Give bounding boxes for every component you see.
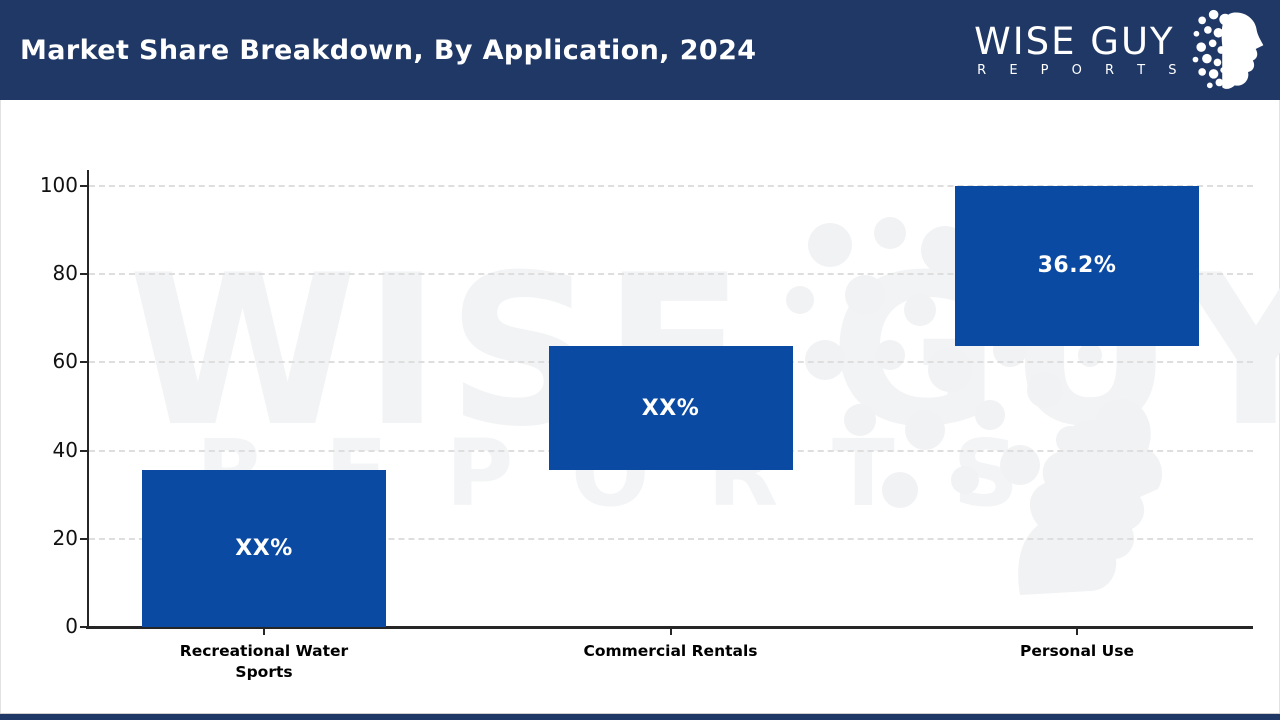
footer-strip [0,713,1280,720]
header: Market Share Breakdown, By Application, … [0,0,1280,100]
bar: XX% [142,470,386,627]
y-tick-label: 0 [65,614,78,638]
y-tick-label: 60 [52,349,78,374]
x-axis-label: Personal Use [1020,642,1134,660]
logo-subtext: R E P O R T S [977,62,1186,78]
y-axis-line [87,170,89,627]
gridline [89,185,1253,187]
y-tick-mark [80,361,88,364]
bar: 36.2% [955,186,1199,346]
y-tick-label: 40 [52,437,78,462]
bar: XX% [548,345,793,471]
wise-guy-logo: WISE GUY R E P O R T S [974,7,1266,93]
y-tick-mark [80,626,88,628]
y-tick-mark [80,537,88,540]
x-axis-label: Commercial Rentals [583,642,758,660]
logo-face-icon [1192,9,1264,89]
y-tick-label: 20 [52,525,78,550]
x-axis-label: Recreational Water Sports [179,642,349,681]
y-tick-label: 100 [39,173,78,197]
logo-text: WISE GUY R E P O R T S [974,19,1186,78]
x-axis-line [86,626,1253,629]
y-tick-label: 80 [52,261,78,286]
bar-value-label: XX% [235,536,293,562]
y-tick-mark [80,185,88,187]
bar-value-label: XX% [641,395,700,421]
logo-wordmark: WISE GUY [974,19,1175,63]
y-tick-mark [80,273,88,276]
y-tick-mark [80,449,88,452]
x-tick-mark [1076,629,1078,635]
x-tick-mark [669,629,672,635]
gridline [89,537,1253,540]
x-tick-mark [263,629,265,635]
page-title: Market Share Breakdown, By Application, … [20,34,757,66]
bar-value-label: 36.2% [1037,253,1117,279]
gridline [89,273,1253,276]
